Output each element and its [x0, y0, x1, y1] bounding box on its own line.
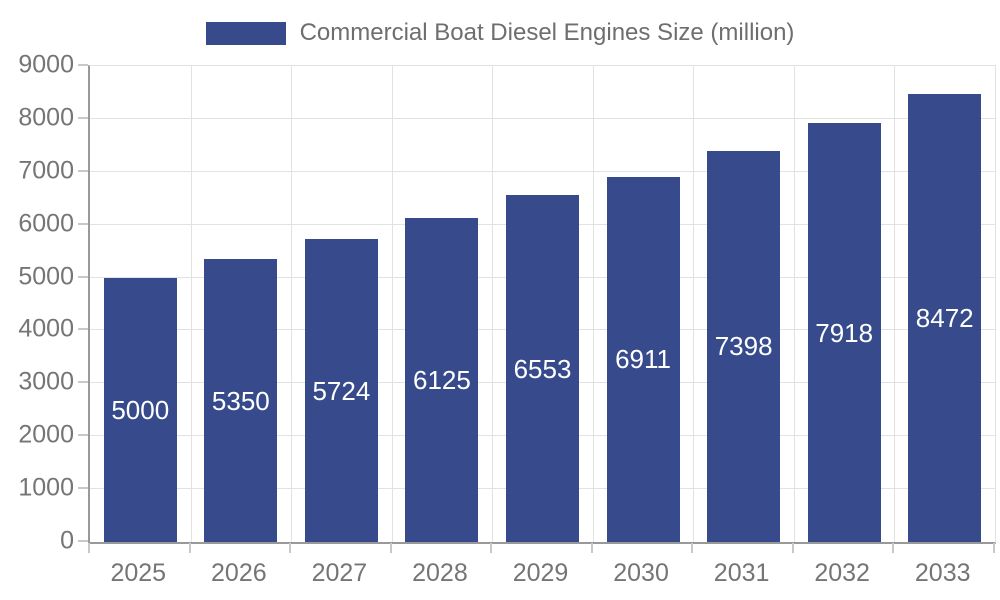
bar-value-label: 5724: [312, 375, 371, 406]
gridline-vertical: [391, 66, 393, 542]
bar[interactable]: 6911: [606, 176, 680, 542]
x-axis-label: 2028: [412, 559, 468, 587]
bar-value-label: 6125: [413, 365, 471, 396]
gridline-horizontal: [90, 170, 995, 172]
x-axis-tick-mark: [289, 543, 292, 553]
y-axis-tick-label: 8000: [18, 103, 74, 132]
y-axis-tick-label: 0: [60, 526, 74, 555]
x-axis-label: 2025: [110, 559, 167, 587]
x-axis-label: 2029: [512, 559, 569, 587]
gridline-vertical: [693, 66, 695, 542]
x-axis-tick-mark: [993, 543, 995, 553]
plot-area: 5000 5350 5724 6125 6553 6911 7398 7918 8472: [88, 65, 996, 544]
y-axis-tick-mark: [78, 275, 88, 278]
bar[interactable]: 5724: [304, 239, 378, 542]
y-axis-tick-label: 7000: [18, 156, 74, 185]
y-axis-tick-label: 6000: [18, 209, 74, 238]
bar[interactable]: 6553: [506, 195, 579, 542]
x-axis-label: 2032: [814, 559, 870, 587]
y-axis-tick-mark: [78, 116, 88, 119]
y-axis-tick-mark: [78, 169, 88, 172]
y-axis-tick-mark: [78, 64, 88, 66]
gridline-horizontal: [90, 117, 995, 119]
legend[interactable]: Commercial Boat Diesel Engines Size (mil…: [0, 20, 1000, 46]
x-axis-label: 2033: [914, 559, 971, 587]
x-axis-tick-mark: [691, 543, 694, 553]
gridline-vertical: [592, 66, 594, 542]
x-axis-tick-mark: [389, 543, 392, 553]
bar-value-label: 6553: [513, 353, 572, 384]
y-axis-tick-mark: [78, 381, 88, 384]
y-axis-tick-label: 2000: [18, 420, 74, 449]
x-axis-tick-mark: [791, 543, 794, 553]
y-axis-tick-mark: [78, 328, 88, 331]
bar-value-label: 7398: [714, 331, 773, 362]
legend-swatch: [205, 21, 286, 45]
x-axis-label: 2026: [211, 559, 267, 587]
x-axis-label: 2030: [613, 559, 669, 587]
y-axis-tick-label: 3000: [18, 367, 74, 396]
x-axis-tick-mark: [188, 543, 191, 553]
bar-value-label: 5350: [211, 385, 270, 416]
bar[interactable]: 5350: [204, 259, 278, 542]
bar-value-label: 5000: [111, 394, 170, 425]
x-axis-tick-mark: [490, 543, 493, 553]
bar[interactable]: 7918: [807, 123, 881, 542]
y-axis-tick-label: 9000: [18, 50, 74, 79]
x-axis-label: 2027: [311, 559, 368, 587]
y-axis-tick-mark: [78, 487, 88, 490]
bar[interactable]: 5000: [103, 277, 177, 542]
x-axis-tick-mark: [892, 543, 895, 553]
legend-label: Commercial Boat Diesel Engines Size (mil…: [299, 19, 795, 46]
y-axis-tick-label: 4000: [18, 314, 74, 343]
x-axis-label: 2031: [713, 559, 770, 587]
gridline-vertical: [793, 66, 795, 542]
gridline-vertical: [492, 66, 494, 542]
y-axis-tick-mark: [78, 434, 88, 437]
bar-value-label: 6911: [615, 344, 671, 375]
y-axis-tick-label: 5000: [18, 262, 74, 291]
y-axis-tick-label: 1000: [18, 473, 74, 502]
bar-value-label: 8472: [915, 302, 974, 333]
bar-value-label: 7918: [815, 317, 874, 348]
x-axis-tick-mark: [88, 543, 90, 553]
bar[interactable]: 6125: [405, 218, 479, 542]
gridline-vertical: [894, 66, 896, 542]
y-axis-tick-mark: [78, 540, 88, 542]
gridline-vertical: [190, 66, 192, 542]
gridline-vertical: [291, 66, 293, 542]
x-axis-tick-mark: [590, 543, 593, 553]
bar[interactable]: 7398: [707, 150, 781, 542]
y-axis-tick-mark: [78, 222, 88, 225]
bar[interactable]: 8472: [908, 93, 982, 542]
